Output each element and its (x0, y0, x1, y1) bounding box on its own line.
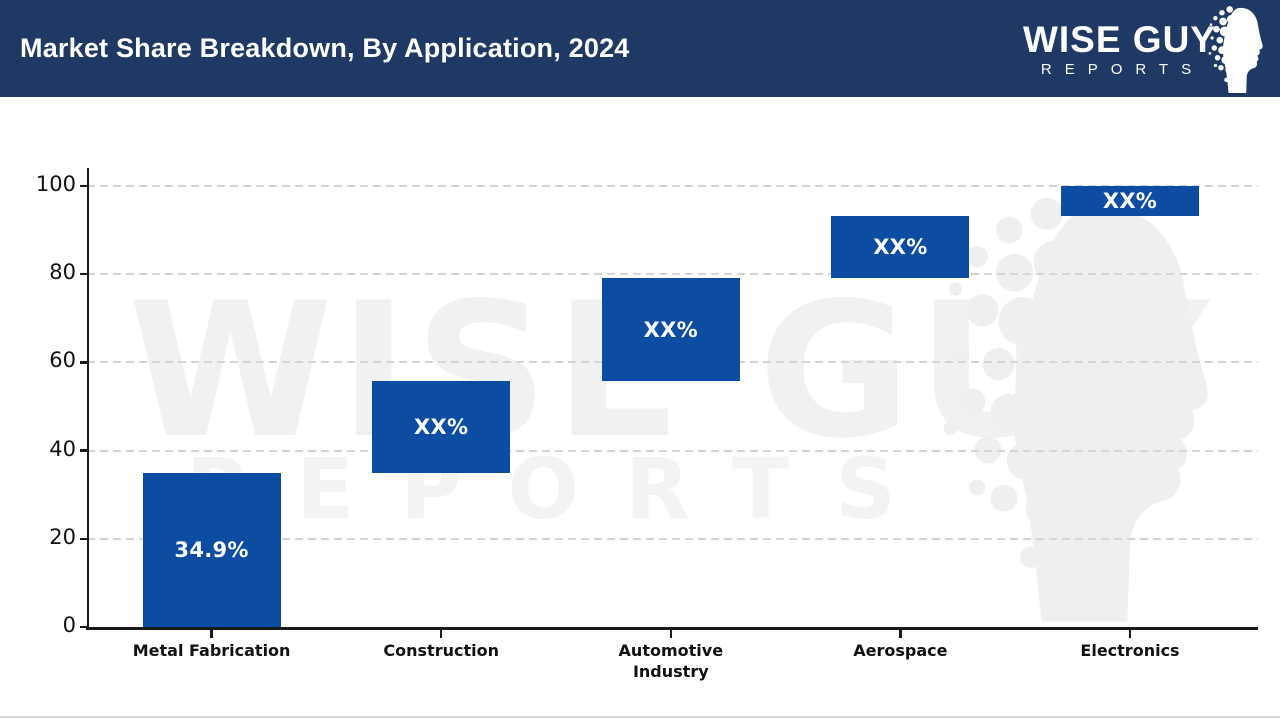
y-tick-label: 80 (49, 260, 76, 285)
bar: XX% (601, 278, 740, 381)
bar-value-label: 34.9% (174, 538, 249, 563)
x-tick-mark (899, 629, 902, 638)
y-tick-label: 20 (49, 524, 76, 549)
logo-text: WISE GUY REPORTS (1023, 21, 1216, 77)
bar-value-label: XX% (1102, 188, 1158, 213)
category-label: Electronics (1080, 641, 1180, 660)
bar-value-label: XX% (643, 317, 698, 342)
y-tick-label: 60 (49, 348, 76, 373)
bar: 34.9% (142, 473, 281, 627)
bottom-divider (0, 716, 1280, 718)
category-label: Automotive Industry (618, 641, 724, 681)
logo-wiseguy-label: WISE GUY (1022, 18, 1216, 60)
category-label: Construction (383, 641, 499, 660)
wiseguy-face-icon (1208, 5, 1263, 93)
gridline (86, 537, 1258, 540)
watermark-reports: REPORTS (186, 440, 942, 538)
x-tick-mark (1128, 629, 1132, 638)
x-axis (85, 627, 1258, 630)
header: Market Share Breakdown, By Application, … (0, 0, 1280, 97)
y-tick-mark (79, 449, 87, 452)
y-tick-mark (79, 537, 87, 540)
y-tick-label: 40 (49, 436, 76, 461)
wiseguy-logo: WISE GUY REPORTS (1023, 5, 1266, 93)
x-tick-mark (440, 629, 443, 638)
gridline (86, 185, 1258, 187)
bar-value-label: XX% (414, 415, 469, 439)
y-tick-mark (79, 625, 87, 629)
bar: XX% (831, 215, 970, 279)
y-tick-label: 0 (62, 613, 76, 637)
bar-value-label: XX% (873, 234, 928, 259)
y-tick-mark (79, 184, 87, 188)
category-label: Metal Fabrication (132, 641, 291, 660)
x-tick-mark (669, 629, 672, 638)
bar: XX% (372, 380, 511, 474)
bar: XX% (1061, 186, 1199, 216)
gridline (86, 273, 1258, 276)
category-label: Aerospace (853, 641, 948, 660)
gridline (86, 449, 1258, 452)
x-tick-mark (210, 629, 213, 638)
logo-reports-label: REPORTS (1040, 60, 1205, 78)
y-tick-mark (79, 361, 87, 364)
y-tick-mark (79, 273, 87, 276)
y-tick-label: 100 (35, 172, 76, 196)
y-axis (86, 168, 89, 629)
page-title: Market Share Breakdown, By Application, … (20, 33, 630, 63)
